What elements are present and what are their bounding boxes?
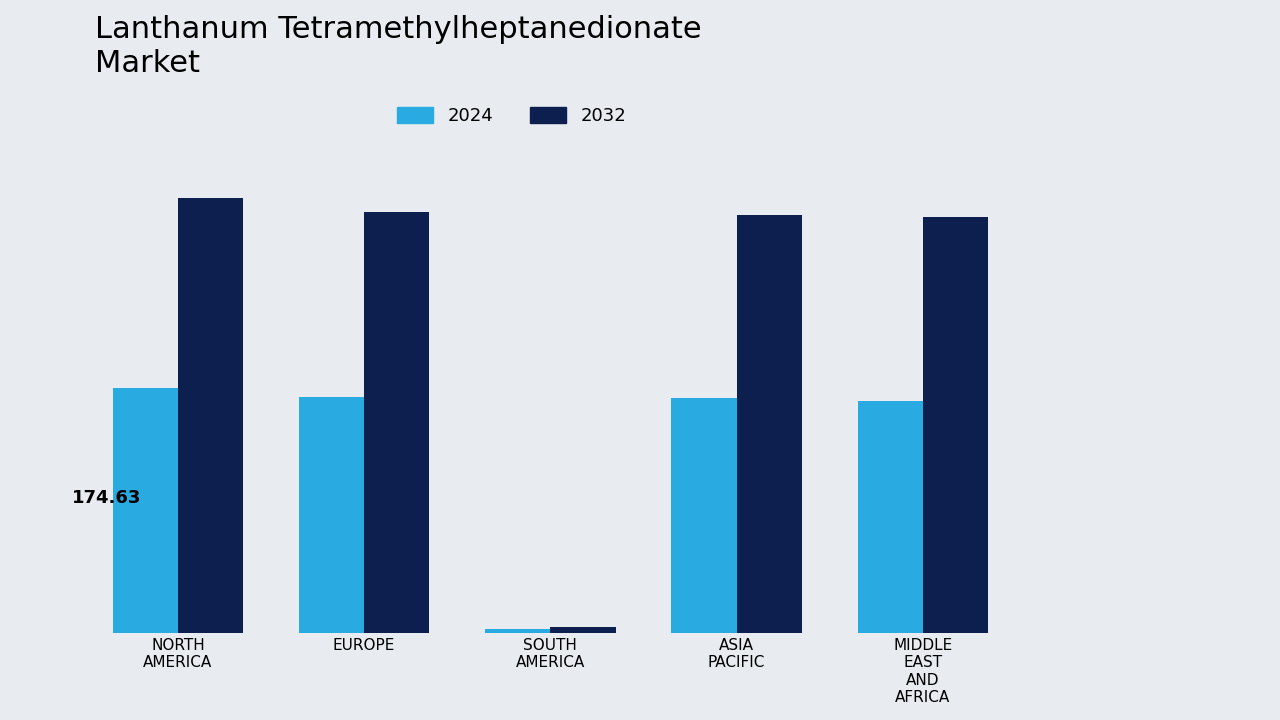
Legend: 2024, 2032: 2024, 2032 bbox=[388, 98, 635, 134]
Bar bbox=[365, 212, 429, 633]
Bar bbox=[550, 626, 616, 633]
Bar bbox=[672, 398, 736, 633]
Bar bbox=[178, 198, 243, 633]
Bar bbox=[858, 401, 923, 633]
Text: Lanthanum Tetramethylheptanedionate
Market: Lanthanum Tetramethylheptanedionate Mark… bbox=[95, 15, 701, 78]
Bar bbox=[113, 388, 178, 633]
Bar bbox=[923, 217, 988, 633]
Bar bbox=[485, 629, 550, 633]
Text: 174.63: 174.63 bbox=[72, 489, 141, 507]
Bar bbox=[300, 397, 365, 633]
Bar bbox=[736, 215, 801, 633]
